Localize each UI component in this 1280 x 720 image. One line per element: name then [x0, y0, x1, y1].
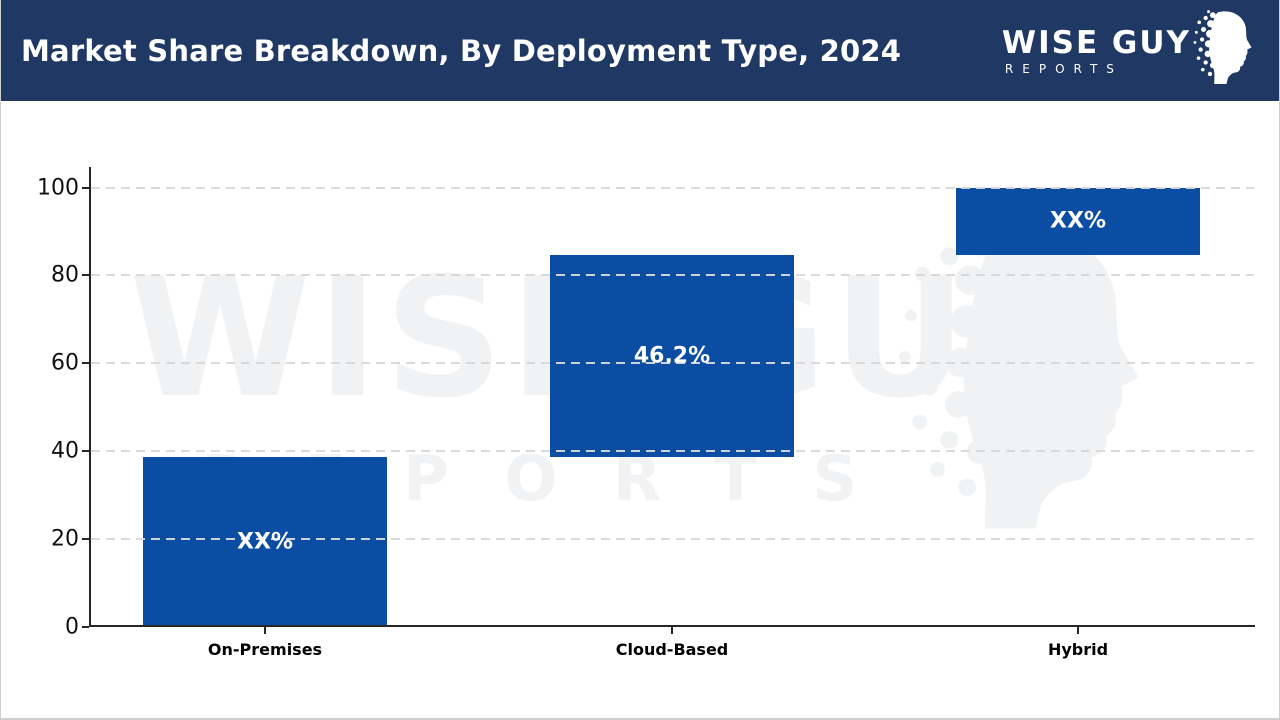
brand-logo: WISE GUY REPORTS: [1002, 8, 1263, 94]
x-category-label-hybrid: Hybrid: [1047, 640, 1109, 659]
gridline-20: [91, 537, 1254, 540]
y-tick-0: [82, 625, 89, 628]
y-tick-label-0: 0: [65, 614, 79, 639]
x-tick-hybrid: [1077, 627, 1079, 634]
gridline-60: [91, 362, 1254, 365]
y-tick-label-40: 40: [51, 438, 79, 464]
y-tick-80: [82, 274, 89, 277]
bar-label-on-premises: XX%: [237, 529, 293, 555]
bar-label-cloud-based: 46.2%: [633, 343, 711, 369]
y-tick-label-60: 60: [51, 350, 79, 376]
brand-name: WISE GUY: [1001, 25, 1191, 62]
bar-hybrid: [956, 187, 1200, 255]
y-tick-40: [82, 449, 89, 452]
bar-cloud-based: [550, 254, 794, 458]
y-tick-label-20: 20: [51, 526, 79, 552]
y-tick-60: [82, 362, 89, 365]
bar-on-premises: [143, 457, 387, 627]
y-tick-label-80: 80: [51, 262, 79, 288]
bar-label-hybrid: XX%: [1050, 208, 1106, 234]
x-category-label-on-premises: On-Premises: [207, 640, 323, 659]
y-tick-20: [82, 537, 89, 540]
x-category-label-cloud-based: Cloud-Based: [615, 640, 729, 659]
x-tick-cloud-based: [671, 627, 673, 634]
gridline-80: [91, 274, 1254, 277]
page-title: Market Share Breakdown, By Deployment Ty…: [21, 33, 902, 68]
y-tick-100: [82, 186, 89, 189]
x-tick-on-premises: [264, 627, 266, 634]
x-axis-spine: [89, 625, 1255, 627]
gridline-40: [91, 449, 1254, 452]
y-tick-label-100: 100: [37, 175, 79, 200]
brand-logo-text: WISE GUY REPORTS: [1002, 26, 1191, 75]
header-bar: Market Share Breakdown, By Deployment Ty…: [1, 0, 1279, 101]
brand-subtitle: REPORTS: [1004, 61, 1123, 76]
gridline-100: [91, 186, 1254, 189]
y-axis-spine: [89, 167, 91, 627]
